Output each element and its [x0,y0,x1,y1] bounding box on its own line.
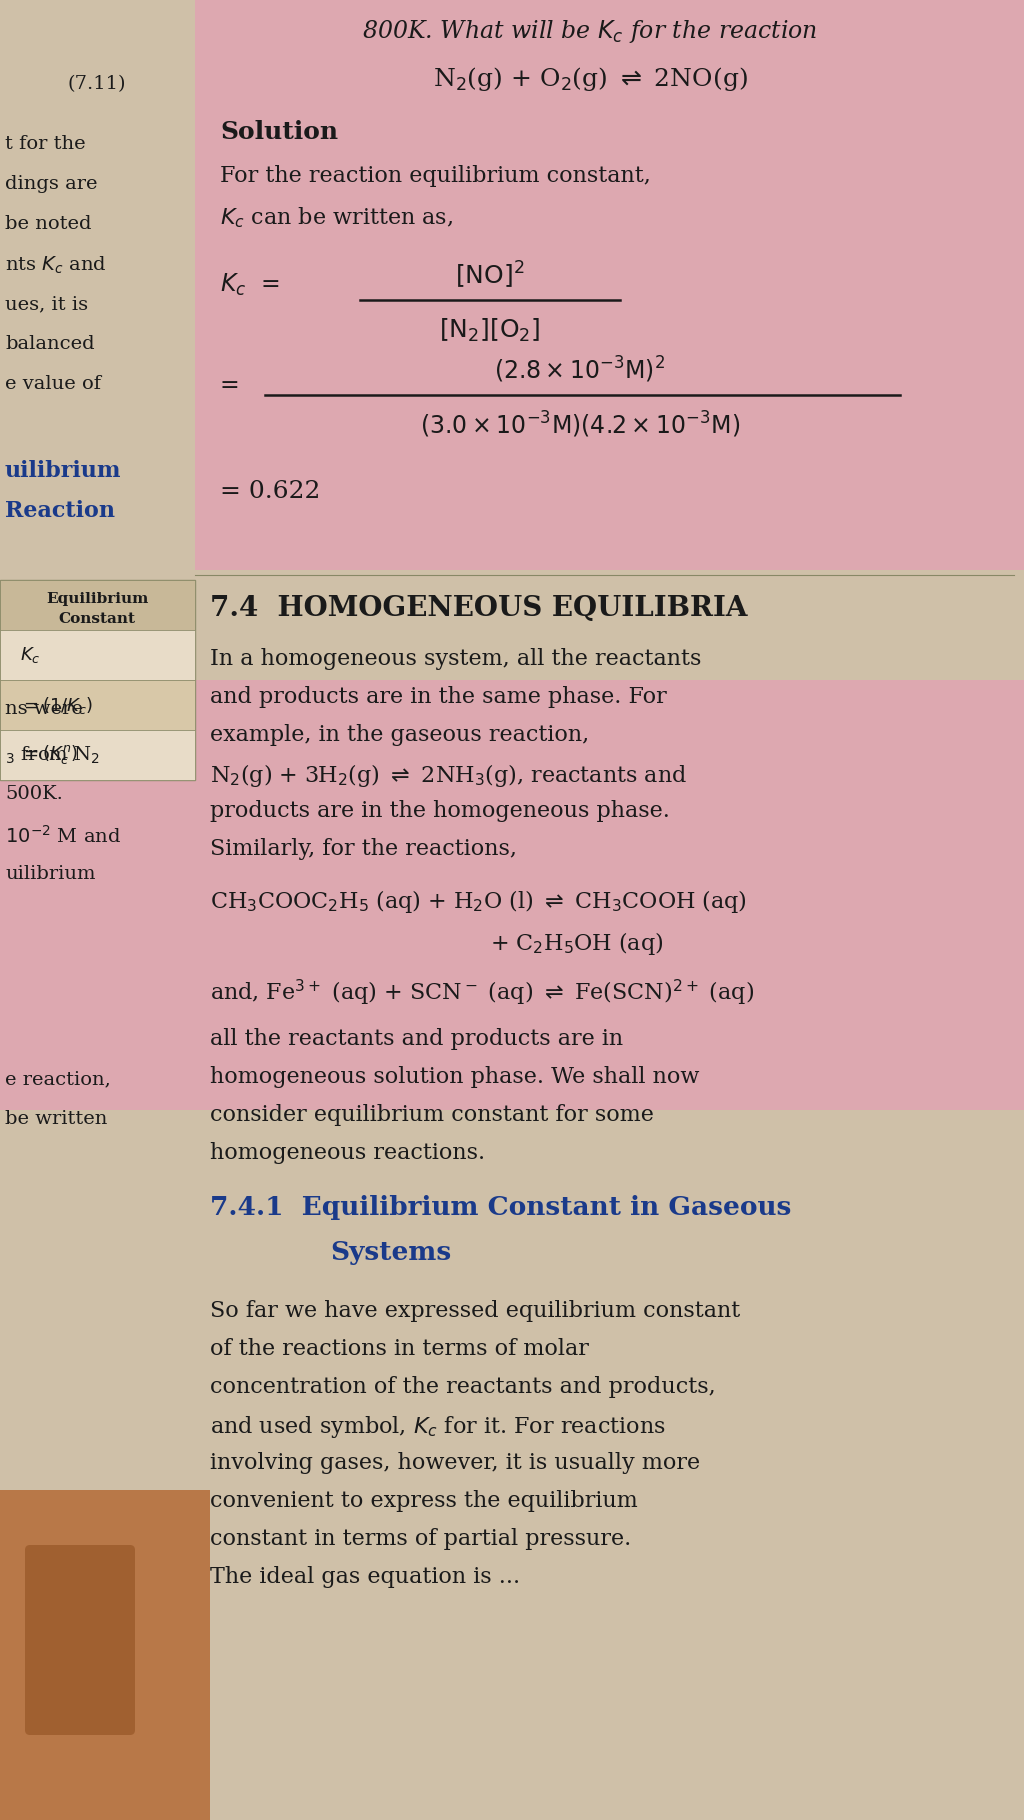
Text: Constant: Constant [58,612,135,626]
Text: be written: be written [5,1110,108,1128]
FancyBboxPatch shape [195,0,1024,570]
Text: = 0.622: = 0.622 [220,480,321,502]
Text: For the reaction equilibrium constant,: For the reaction equilibrium constant, [220,166,651,187]
Text: Systems: Systems [330,1239,452,1265]
Text: $[\mathrm{NO}]^2$: $[\mathrm{NO}]^2$ [456,260,524,291]
FancyBboxPatch shape [0,681,195,730]
Text: e value of: e value of [5,375,101,393]
FancyBboxPatch shape [0,581,195,630]
Text: =: = [220,373,240,397]
Text: (7.11): (7.11) [68,75,126,93]
Text: 7.4.1  Equilibrium Constant in Gaseous: 7.4.1 Equilibrium Constant in Gaseous [210,1196,792,1219]
Text: e reaction,: e reaction, [5,1070,111,1088]
Text: $(2.8\times10^{-3}\mathrm{M})^{2}$: $(2.8\times10^{-3}\mathrm{M})^{2}$ [495,355,666,386]
Text: 7.4  HOMOGENEOUS EQUILIBRIA: 7.4 HOMOGENEOUS EQUILIBRIA [210,595,748,622]
Text: Similarly, for the reactions,: Similarly, for the reactions, [210,837,517,861]
Text: CH$_3$COOC$_2$H$_5$ (aq) + H$_2$O (l) $\rightleftharpoons$ CH$_3$COOH (aq): CH$_3$COOC$_2$H$_5$ (aq) + H$_2$O (l) $\… [210,888,746,915]
Text: 500K.: 500K. [5,784,62,803]
Text: consider equilibrium constant for some: consider equilibrium constant for some [210,1105,654,1127]
Text: be noted: be noted [5,215,91,233]
Text: all the reactants and products are in: all the reactants and products are in [210,1028,624,1050]
Text: constant in terms of partial pressure.: constant in terms of partial pressure. [210,1529,631,1551]
Text: N$_2$(g) + O$_2$(g) $\rightleftharpoons$ 2NO(g): N$_2$(g) + O$_2$(g) $\rightleftharpoons$… [432,66,748,93]
Text: of the reactions in terms of molar: of the reactions in terms of molar [210,1338,589,1360]
Text: balanced: balanced [5,335,94,353]
Text: convenient to express the equilibrium: convenient to express the equilibrium [210,1491,638,1512]
Text: $10^{-2}$ M and: $10^{-2}$ M and [5,824,121,846]
Text: $=(1/K_c)$: $=(1/K_c)$ [20,695,93,715]
Text: $(3.0\times10^{-3}\mathrm{M})(4.2\times10^{-3}\mathrm{M})$: $(3.0\times10^{-3}\mathrm{M})(4.2\times1… [420,410,740,440]
Text: homogeneous reactions.: homogeneous reactions. [210,1141,485,1165]
Text: Equilibrium: Equilibrium [46,592,148,606]
Text: $K_c$  =: $K_c$ = [220,271,280,298]
Text: $K_c$ can be written as,: $K_c$ can be written as, [220,206,454,229]
Text: nts $K_c$ and: nts $K_c$ and [5,255,106,277]
Text: products are in the homogeneous phase.: products are in the homogeneous phase. [210,801,670,823]
FancyBboxPatch shape [0,581,195,781]
Text: involving gases, however, it is usually more: involving gases, however, it is usually … [210,1452,700,1474]
Text: Solution: Solution [220,120,338,144]
Text: and used symbol, $K_c$ for it. For reactions: and used symbol, $K_c$ for it. For react… [210,1414,666,1440]
FancyBboxPatch shape [0,730,195,781]
Text: and products are in the same phase. For: and products are in the same phase. For [210,686,667,708]
Text: t for the: t for the [5,135,86,153]
Text: and, Fe$^{3+}$ (aq) + SCN$^-$ (aq) $\rightleftharpoons$ Fe(SCN)$^{2+}$ (aq): and, Fe$^{3+}$ (aq) + SCN$^-$ (aq) $\rig… [210,977,754,1008]
Text: ues, it is: ues, it is [5,295,88,313]
Text: example, in the gaseous reaction,: example, in the gaseous reaction, [210,724,589,746]
Text: ns were: ns were [5,701,83,719]
Text: So far we have expressed equilibrium constant: So far we have expressed equilibrium con… [210,1299,740,1321]
Text: The ideal gas equation is ...: The ideal gas equation is ... [210,1565,520,1589]
Text: $=(K_c^n)$: $=(K_c^n)$ [20,744,78,766]
Text: In a homogeneous system, all the reactants: In a homogeneous system, all the reactan… [210,648,701,670]
Text: dings are: dings are [5,175,97,193]
FancyBboxPatch shape [0,630,195,681]
Text: concentration of the reactants and products,: concentration of the reactants and produ… [210,1376,716,1398]
Text: $K_c$: $K_c$ [20,644,41,664]
FancyBboxPatch shape [25,1545,135,1734]
Text: $_3$ from N$_2$: $_3$ from N$_2$ [5,744,100,766]
FancyBboxPatch shape [0,1491,210,1820]
Text: homogeneous solution phase. We shall now: homogeneous solution phase. We shall now [210,1067,699,1088]
Text: $[\mathrm{N_2}][\mathrm{O_2}]$: $[\mathrm{N_2}][\mathrm{O_2}]$ [439,317,541,344]
FancyBboxPatch shape [0,681,1024,1110]
Text: N$_2$(g) + 3H$_2$(g) $\rightleftharpoons$ 2NH$_3$(g), reactants and: N$_2$(g) + 3H$_2$(g) $\rightleftharpoons… [210,763,687,790]
Text: uilibrium: uilibrium [5,864,95,883]
Text: Reaction: Reaction [5,501,115,522]
Text: + C$_2$H$_5$OH (aq): + C$_2$H$_5$OH (aq) [490,930,664,957]
Text: uilibrium: uilibrium [5,460,122,482]
Text: 800K. What will be $K_c$ for the reaction: 800K. What will be $K_c$ for the reactio… [362,18,818,46]
